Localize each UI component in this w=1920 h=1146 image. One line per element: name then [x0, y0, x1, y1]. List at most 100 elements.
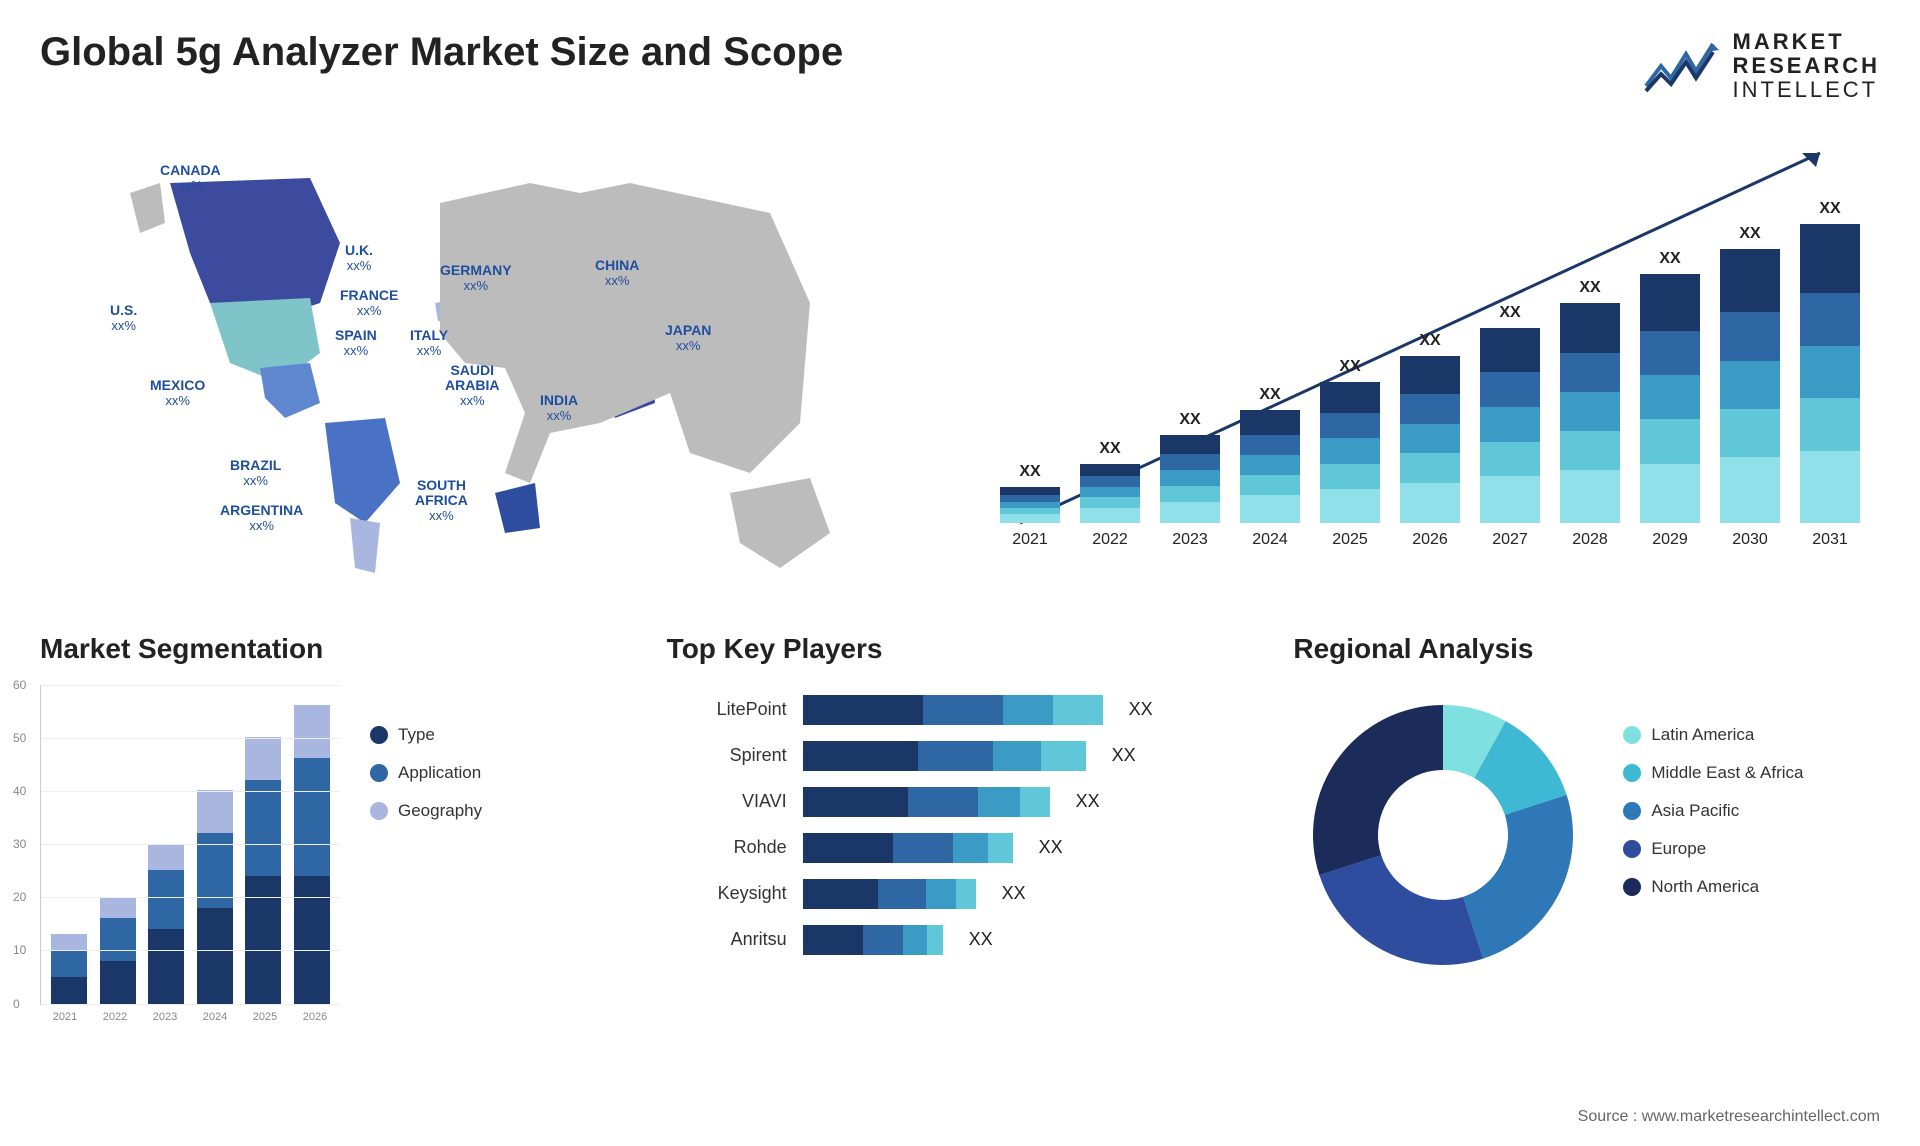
forecast-bar: XX	[1075, 440, 1145, 523]
legend-label: Latin America	[1651, 725, 1754, 745]
map-label: FRANCExx%	[340, 288, 398, 319]
player-row: Rohde XX	[667, 833, 1254, 863]
player-bar	[803, 695, 1103, 725]
player-value: XX	[1112, 745, 1136, 766]
player-bar	[803, 741, 1086, 771]
legend-item: Geography	[370, 801, 482, 821]
swatch-icon	[370, 802, 388, 820]
swatch-icon	[370, 726, 388, 744]
forecast-bar: XX	[1795, 200, 1865, 523]
legend-item: Middle East & Africa	[1623, 763, 1803, 783]
swatch-icon	[1623, 726, 1641, 744]
legend-item: Application	[370, 763, 482, 783]
legend-label: North America	[1651, 877, 1759, 897]
segmentation-section: Market Segmentation 0102030405060 2021 20…	[40, 633, 627, 1053]
top-row: CANADAxx%U.S.xx%MEXICOxx%BRAZILxx%ARGENT…	[40, 123, 1880, 603]
segmentation-bar	[148, 844, 184, 1004]
players-title: Top Key Players	[667, 633, 1254, 665]
seg-year-label: 2021	[47, 1011, 83, 1023]
player-row: VIAVIXX	[667, 787, 1254, 817]
forecast-bar: XX	[1555, 279, 1625, 523]
bottom-row: Market Segmentation 0102030405060 2021 20…	[40, 633, 1880, 1053]
player-name: Keysight	[667, 883, 787, 904]
source-footer: Source : www.marketresearchintellect.com	[1578, 1108, 1880, 1126]
forecast-year-label: 2030	[1715, 531, 1785, 549]
map-label: INDIAxx%	[540, 393, 578, 424]
segmentation-bar	[245, 737, 281, 1004]
seg-ytick: 50	[13, 731, 26, 745]
forecast-year-label: 2028	[1555, 531, 1625, 549]
forecast-bar-label: XX	[1419, 332, 1440, 350]
logo-text: MARKET RESEARCH INTELLECT	[1733, 30, 1880, 103]
map-label: MEXICOxx%	[150, 378, 205, 409]
forecast-bar: XX	[995, 463, 1065, 523]
player-value: XX	[1129, 699, 1153, 720]
forecast-year-label: 2024	[1235, 531, 1305, 549]
segmentation-title: Market Segmentation	[40, 633, 627, 665]
player-value: XX	[1076, 791, 1100, 812]
forecast-year-label: 2029	[1635, 531, 1705, 549]
player-row: LitePoint XX	[667, 695, 1254, 725]
forecast-bar: XX	[1235, 386, 1305, 523]
world-map-panel: CANADAxx%U.S.xx%MEXICOxx%BRAZILxx%ARGENT…	[40, 123, 940, 603]
player-bar	[803, 787, 1050, 817]
regional-title: Regional Analysis	[1293, 633, 1880, 665]
forecast-bar-label: XX	[1739, 225, 1760, 243]
forecast-bar-label: XX	[1339, 358, 1360, 376]
forecast-bar-label: XX	[1019, 463, 1040, 481]
forecast-bar: XX	[1715, 225, 1785, 523]
seg-year-label: 2022	[97, 1011, 133, 1023]
legend-item: Asia Pacific	[1623, 801, 1803, 821]
legend-label: Europe	[1651, 839, 1706, 859]
forecast-bar: XX	[1155, 411, 1225, 522]
legend-item: Europe	[1623, 839, 1803, 859]
legend-label: Geography	[398, 801, 482, 821]
forecast-bar-label: XX	[1659, 250, 1680, 268]
segmentation-chart: 0102030405060	[40, 685, 340, 1005]
player-value: XX	[1039, 837, 1063, 858]
forecast-year-label: 2022	[1075, 531, 1145, 549]
header: Global 5g Analyzer Market Size and Scope…	[40, 30, 1880, 103]
map-label: ITALYxx%	[410, 328, 448, 359]
forecast-bar: XX	[1315, 358, 1385, 523]
regional-donut-chart	[1293, 685, 1593, 985]
player-bar	[803, 833, 1013, 863]
forecast-year-label: 2031	[1795, 531, 1865, 549]
logo: MARKET RESEARCH INTELLECT	[1641, 30, 1880, 103]
map-label: JAPANxx%	[665, 323, 711, 354]
legend-item: North America	[1623, 877, 1803, 897]
seg-year-label: 2024	[197, 1011, 233, 1023]
map-label: SAUDIARABIAxx%	[445, 363, 499, 409]
player-name: Spirent	[667, 745, 787, 766]
player-bar	[803, 925, 943, 955]
legend-label: Application	[398, 763, 481, 783]
seg-ytick: 30	[13, 837, 26, 851]
map-label: SPAINxx%	[335, 328, 377, 359]
forecast-year-label: 2026	[1395, 531, 1465, 549]
player-row: AnritsuXX	[667, 925, 1254, 955]
swatch-icon	[1623, 802, 1641, 820]
forecast-bar-label: XX	[1499, 304, 1520, 322]
forecast-bar: XX	[1395, 332, 1465, 522]
forecast-bar-label: XX	[1179, 411, 1200, 429]
forecast-bar: XX	[1635, 250, 1705, 522]
segmentation-legend: Type Application Geography	[370, 685, 482, 1023]
map-label: ARGENTINAxx%	[220, 503, 303, 534]
player-row: Keysight XX	[667, 879, 1254, 909]
seg-ytick: 40	[13, 784, 26, 798]
map-label: GERMANYxx%	[440, 263, 512, 294]
forecast-bar-label: XX	[1579, 279, 1600, 297]
player-name: LitePoint	[667, 699, 787, 720]
player-value: XX	[1002, 883, 1026, 904]
legend-item: Type	[370, 725, 482, 745]
swatch-icon	[1623, 878, 1641, 896]
map-label: SOUTHAFRICAxx%	[415, 478, 468, 524]
players-chart: LitePointXXSpirentXXVIAVIXXRohdeXXKeysig…	[667, 685, 1254, 955]
player-name: Rohde	[667, 837, 787, 858]
map-label: BRAZILxx%	[230, 458, 281, 489]
map-label: CHINAxx%	[595, 258, 639, 289]
regional-section: Regional Analysis Latin America Middle Ea…	[1293, 633, 1880, 1053]
legend-label: Middle East & Africa	[1651, 763, 1803, 783]
player-row: Spirent XX	[667, 741, 1254, 771]
forecast-year-label: 2023	[1155, 531, 1225, 549]
